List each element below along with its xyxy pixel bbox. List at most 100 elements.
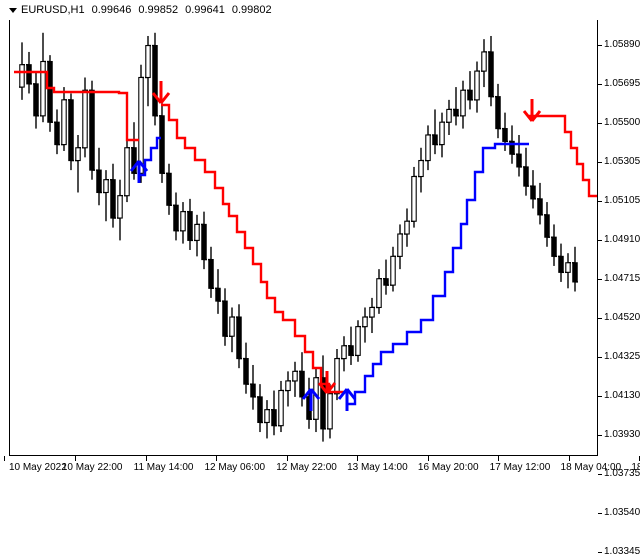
ohlc-bar (173, 192, 179, 241)
ohlc-bar (537, 182, 543, 225)
ohlc-bar (439, 112, 445, 158)
ohlc-bar (40, 32, 46, 123)
chevron-down-icon[interactable] (9, 7, 17, 13)
buy-arrow (301, 388, 321, 411)
ohlc-bar (558, 243, 564, 282)
ohlc-bars-group (19, 32, 578, 442)
ohlc-bar (376, 269, 382, 314)
ohlc-close: 0.99802 (231, 4, 272, 16)
ohlc-bar (474, 61, 480, 113)
downtrend-line-segment (14, 70, 139, 142)
price-axis-tick (598, 318, 602, 319)
ohlc-bar (572, 246, 578, 292)
ohlc-bar (187, 198, 193, 250)
price-axis-label: 1.03540 (604, 507, 640, 518)
price-axis-tick (598, 513, 602, 514)
time-axis-tick (286, 456, 288, 461)
sell-arrow (522, 99, 542, 122)
price-axis-label: 1.05105 (604, 195, 640, 206)
price-axis-label: 1.05305 (604, 156, 640, 167)
ohlc-bar (369, 297, 375, 334)
time-axis-label: 17 May 12:00 (489, 462, 551, 473)
price-axis-tick (598, 435, 602, 436)
ohlc-bar (145, 35, 151, 107)
ohlc-bar (180, 202, 186, 244)
ohlc-bar (201, 211, 207, 270)
ohlc-bar (292, 361, 298, 397)
price-axis[interactable]: 1.05890 1.05695 1.05500 1.05305 1.05105 1.049… (598, 20, 640, 557)
ohlc-bar (222, 288, 228, 346)
time-axis-label: 18 May 20:00 (631, 462, 640, 473)
uptrend-line-segment (347, 142, 529, 406)
ohlc-bar (495, 83, 501, 139)
ohlc-bar (152, 32, 158, 126)
ohlc-bar (481, 39, 487, 88)
ohlc-bar (397, 224, 403, 270)
ohlc-bar (124, 138, 130, 203)
time-axis-tick (75, 456, 76, 461)
sell-arrow (151, 81, 171, 104)
ohlc-bar (355, 320, 361, 362)
ohlc-bar (229, 307, 235, 353)
ohlc-bar (54, 109, 60, 155)
time-axis-tick (4, 456, 6, 461)
ohlc-bar (47, 55, 53, 132)
time-axis-label: 18 May 04:00 (560, 462, 622, 473)
ohlc-bar (453, 87, 459, 126)
price-axis-label: 1.05695 (604, 78, 640, 89)
ohlc-bar (89, 80, 95, 180)
ohlc-bar (306, 377, 312, 429)
price-plot (14, 32, 597, 442)
price-axis-tick (598, 162, 602, 163)
ohlc-bar (551, 224, 557, 266)
price-axis-label: 1.05890 (604, 39, 640, 50)
signal-arrows-group (129, 81, 542, 411)
ohlc-bar (33, 72, 39, 129)
axis-bottom-border (9, 455, 598, 456)
ohlc-bar (362, 307, 368, 343)
price-axis-tick (598, 552, 602, 553)
ohlc-bar (341, 336, 347, 372)
ohlc-bar (117, 179, 123, 241)
ohlc-bar (208, 246, 214, 298)
price-axis-tick (598, 123, 602, 124)
ohlc-bar (460, 80, 466, 129)
price-axis-tick (598, 357, 602, 358)
ohlc-bar (131, 122, 137, 180)
time-axis-label: 10 May 2022 (8, 462, 67, 473)
ohlc-bar (68, 93, 74, 171)
ohlc-low: 0.99641 (185, 4, 225, 16)
ohlc-bar (313, 368, 319, 433)
ohlc-bar (390, 246, 396, 292)
time-axis-label: 16 May 20:00 (417, 462, 479, 473)
ohlc-bar (530, 170, 536, 209)
time-axis-tick (427, 456, 429, 461)
ohlc-bar (446, 99, 452, 135)
price-axis-label: 1.04910 (604, 234, 640, 245)
ohlc-bar (425, 125, 431, 171)
ohlc-high: 0.99852 (138, 4, 179, 16)
price-axis-label: 1.04715 (604, 273, 640, 284)
price-axis-label: 1.03735 (604, 468, 640, 479)
ohlc-bar (96, 147, 102, 206)
time-axis[interactable]: 10 May 2022 10 May 22:00 11 May 14:00 12 Ma… (0, 456, 640, 480)
plot-area[interactable] (9, 20, 598, 456)
ohlc-bar (418, 147, 424, 193)
price-axis-label: 1.03930 (604, 429, 640, 440)
price-axis-label: 1.03345 (604, 546, 640, 557)
price-axis-tick (598, 279, 602, 280)
ohlc-bar (257, 384, 263, 433)
ohlc-bar (159, 103, 165, 183)
ohlc-bar (236, 304, 242, 369)
time-axis-tick (145, 456, 147, 461)
price-axis-tick (598, 201, 602, 202)
uptrend-line-segment (139, 136, 161, 177)
time-axis-label: 12 May 22:00 (276, 462, 337, 473)
chart-window: EURUSD,H1 0.99646 0.99852 0.99641 0.9980… (0, 4, 640, 557)
ohlc-bar (467, 71, 473, 110)
sell-arrow (317, 371, 337, 394)
ohlc-bar (250, 364, 256, 410)
time-axis-tick (216, 456, 218, 461)
price-axis-tick (598, 474, 602, 475)
ohlc-bar (215, 269, 221, 314)
